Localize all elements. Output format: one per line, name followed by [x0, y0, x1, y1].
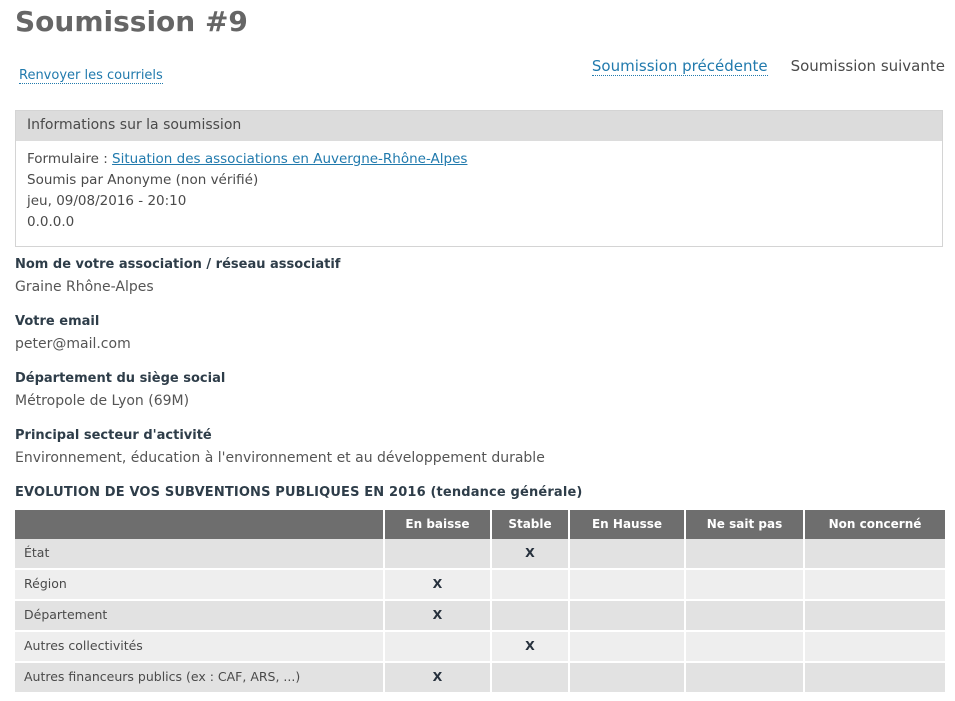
grid-cell [803, 539, 945, 570]
table-row: Autres financeurs publics (ex : CAF, ARS… [15, 662, 945, 692]
page-title: Soumission #9 [15, 5, 248, 38]
grid-cell [803, 662, 945, 692]
grid-heading: EVOLUTION DE VOS SUBVENTIONS PUBLIQUES E… [15, 485, 583, 500]
grid-col-ne-sait-pas: Ne sait pas [684, 510, 804, 539]
next-submission-label: Soumission suivante [790, 57, 945, 75]
resend-emails-link[interactable]: Renvoyer les courriels [19, 68, 163, 84]
table-row: Autres collectivités X [15, 631, 945, 663]
field-label: Département du siège social [15, 371, 226, 386]
grid-cell [568, 662, 685, 692]
table-row: Département X [15, 600, 945, 632]
grid-cell: X [490, 631, 569, 663]
grid-col-non-concerne: Non concerné [803, 510, 945, 539]
previous-submission-link[interactable]: Soumission précédente [591, 57, 768, 76]
grid-cell [803, 569, 945, 601]
grid-row-label: Département [15, 600, 384, 632]
grid-cell [684, 539, 804, 570]
field-department: Département du siège social Métropole de… [15, 370, 945, 411]
info-line-submitted-by: Soumis par Anonyme (non vérifié) [27, 172, 259, 188]
field-association-name: Nom de votre association / réseau associ… [15, 256, 945, 297]
submission-fields: Nom de votre association / réseau associ… [15, 256, 945, 692]
grid-header: En baisse Stable En Hausse Ne sait pas N… [15, 510, 945, 539]
grid-cell [684, 662, 804, 692]
table-row: Région X [15, 569, 945, 601]
grid-row-label: Autres collectivités [15, 631, 384, 663]
grid-cell: X [383, 600, 491, 632]
grid-col-en-hausse: En Hausse [568, 510, 685, 539]
grid-cell [490, 600, 569, 632]
grid-cell [803, 631, 945, 663]
field-email: Votre email peter@mail.com [15, 313, 945, 354]
table-row: État X [15, 539, 945, 570]
grid-cell [568, 600, 685, 632]
grid-col-stable: Stable [490, 510, 569, 539]
info-line-submitted-at: jeu, 09/08/2016 - 20:10 [27, 193, 187, 209]
info-line-ip-address: 0.0.0.0 [27, 214, 75, 230]
grid-cell [568, 569, 685, 601]
grid-row-label: Région [15, 569, 384, 601]
grid-cell [490, 662, 569, 692]
field-value: Graine Rhône-Alpes [15, 279, 154, 295]
grid-col-blank [15, 510, 384, 539]
grid-col-en-baisse: En baisse [383, 510, 491, 539]
grid-row-label: État [15, 539, 384, 570]
grid-cell: X [383, 662, 491, 692]
grid-cell [684, 569, 804, 601]
grid-body: État X Région X Département [15, 539, 945, 692]
submission-navigation: Soumission précédente Soumission suivante [591, 57, 945, 76]
grid-row-label: Autres financeurs publics (ex : CAF, ARS… [15, 662, 384, 692]
grid-cell [490, 569, 569, 601]
form-name-link[interactable]: Situation des associations en Auvergne-R… [112, 151, 468, 167]
field-sector: Principal secteur d'activité Environneme… [15, 427, 945, 468]
grid-cell [803, 600, 945, 632]
grid-cell [383, 631, 491, 663]
field-label: Principal secteur d'activité [15, 428, 212, 443]
grid-cell [684, 600, 804, 632]
grid-cell [684, 631, 804, 663]
grid-cell: X [383, 569, 491, 601]
info-line-form: Formulaire : Situation des associations … [27, 149, 931, 170]
submission-info-legend: Informations sur la soumission [16, 111, 942, 141]
field-value: Métropole de Lyon (69M) [15, 393, 190, 409]
grid-cell [383, 539, 491, 570]
field-value: peter@mail.com [15, 336, 131, 352]
grid-cell [568, 631, 685, 663]
grid-cell: X [490, 539, 569, 570]
field-label: Votre email [15, 314, 100, 329]
subsidies-trend-grid: En baisse Stable En Hausse Ne sait pas N… [15, 510, 945, 692]
field-label: Nom de votre association / réseau associ… [15, 257, 341, 272]
submission-info-fieldset: Informations sur la soumission Formulair… [15, 110, 943, 247]
submission-info-body: Formulaire : Situation des associations … [16, 141, 942, 246]
field-value: Environnement, éducation à l'environneme… [15, 450, 545, 466]
grid-cell [568, 539, 685, 570]
form-label: Formulaire : [27, 151, 108, 167]
grid-header-row: En baisse Stable En Hausse Ne sait pas N… [15, 510, 945, 539]
